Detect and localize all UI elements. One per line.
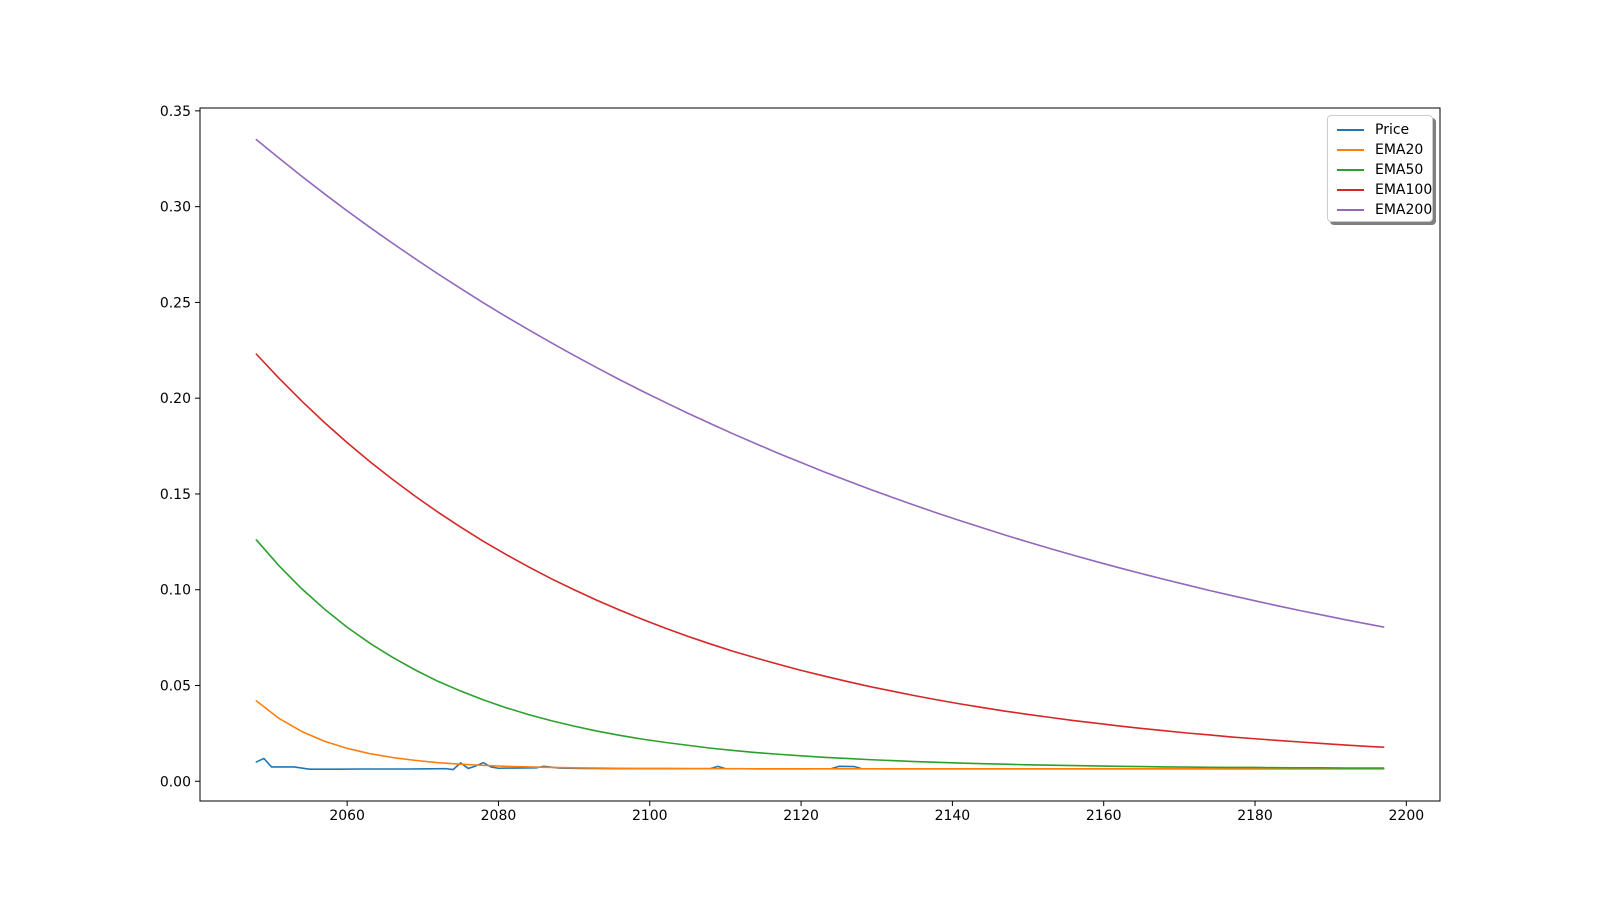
legend-label-ema50: EMA50 [1375, 162, 1424, 178]
x-tick-label: 2120 [783, 808, 819, 824]
y-tick-label: 0.30 [160, 200, 191, 216]
x-tick-label: 2180 [1237, 808, 1273, 824]
y-tick-label: 0.35 [160, 104, 191, 120]
y-tick-label: 0.25 [160, 295, 191, 311]
series-line-ema50 [255, 539, 1385, 769]
legend-item-ema200: EMA200 [1328, 200, 1432, 220]
legend: Price EMA20 EMA50 EMA100 EMA200 [1327, 115, 1433, 222]
legend-label-ema100: EMA100 [1375, 182, 1433, 198]
y-tick-label: 0.20 [160, 391, 191, 407]
legend-swatch-ema100 [1337, 189, 1364, 191]
y-tick-label: 0.05 [160, 679, 191, 695]
legend-item-ema20: EMA20 [1328, 140, 1432, 160]
legend-label-ema20: EMA20 [1375, 142, 1424, 158]
x-tick-label: 2100 [632, 808, 668, 824]
series-line-ema20 [255, 700, 1385, 770]
y-tick-label: 0.10 [160, 583, 191, 599]
x-tick-label: 2140 [935, 808, 971, 824]
series-line-ema200 [255, 138, 1385, 628]
x-axis-ticks: 2060 2080 2100 2120 2140 2160 2180 2200 [329, 801, 1424, 824]
legend-swatch-ema20 [1337, 149, 1364, 151]
x-tick-label: 2060 [329, 808, 365, 824]
y-tick-label: 0.15 [160, 487, 191, 503]
legend-item-ema50: EMA50 [1328, 160, 1432, 180]
legend-label-ema200: EMA200 [1375, 202, 1433, 218]
legend-item-price: Price [1328, 120, 1432, 140]
legend-label-price: Price [1375, 122, 1410, 138]
x-tick-label: 2200 [1389, 808, 1425, 824]
series-line-ema100 [255, 353, 1385, 748]
legend-swatch-ema50 [1337, 169, 1364, 171]
axes-spines [199, 107, 1441, 802]
x-tick-label: 2160 [1086, 808, 1122, 824]
legend-swatch-price [1337, 129, 1364, 131]
legend-item-ema100: EMA100 [1328, 180, 1432, 200]
x-tick-label: 2080 [481, 808, 517, 824]
y-tick-label: 0.00 [160, 774, 191, 790]
y-axis-ticks: 0.00 0.05 0.10 0.15 0.20 0.25 0.30 0.35 [160, 104, 200, 790]
legend-swatch-ema200 [1337, 209, 1364, 211]
